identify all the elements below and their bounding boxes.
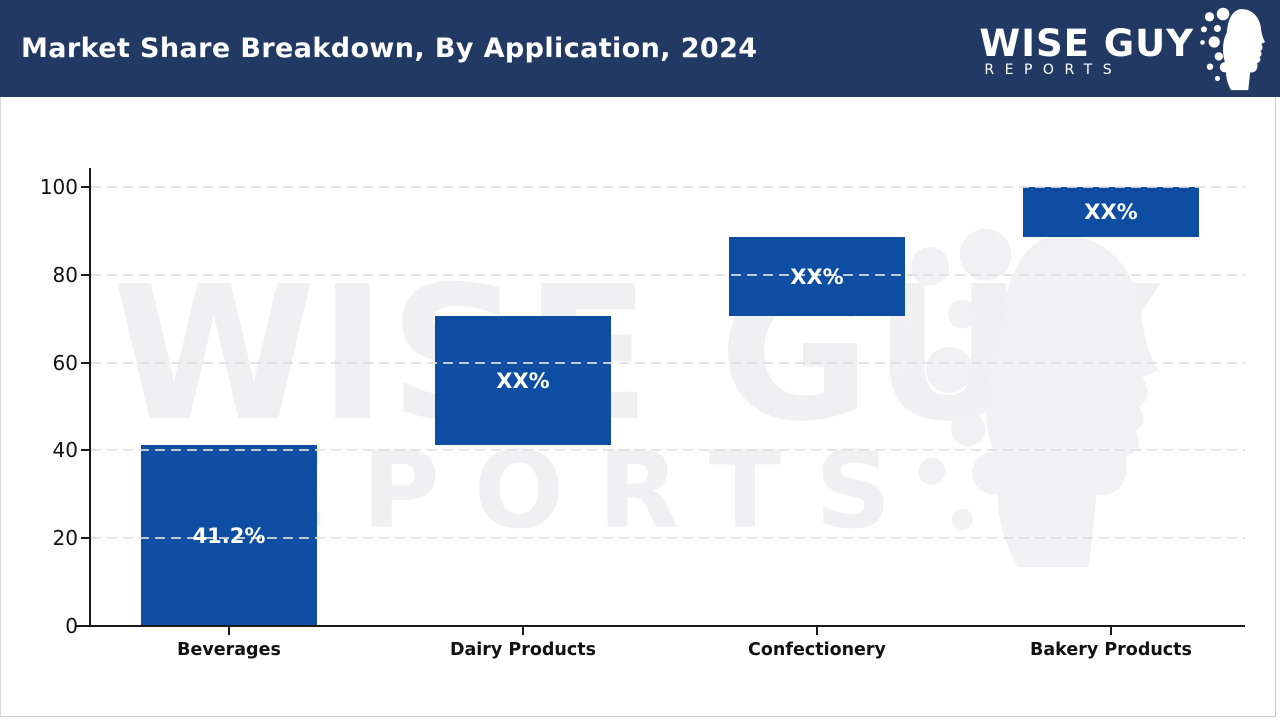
brand-name: WISE GUY: [979, 21, 1194, 65]
bar-confectionery: [729, 237, 905, 317]
gridline-80: [91, 273, 1245, 276]
y-axis-tick: [81, 537, 89, 540]
y-tick-label: 40: [52, 438, 78, 463]
header-bar: Market Share Breakdown, By Application, …: [0, 0, 1280, 97]
y-tick-label: 100: [39, 175, 78, 199]
y-axis-tick: [81, 186, 89, 188]
y-axis-spine: [89, 168, 91, 627]
x-axis-tick: [1110, 627, 1112, 635]
bar-beverages: [141, 445, 317, 626]
brand-head-icon: [1196, 7, 1266, 95]
bar-bakery-products: [1023, 187, 1199, 238]
gridline-40: [91, 449, 1245, 452]
bar-dairy-products: [435, 316, 611, 446]
y-axis-tick: [81, 361, 89, 364]
gridline-100: [91, 186, 1245, 188]
gridline-20: [91, 537, 1245, 540]
x-axis-tick: [816, 627, 818, 635]
y-tick-label: 80: [52, 262, 78, 287]
x-category-label: Beverages: [177, 640, 281, 660]
watermark-text-line1: WISE GUY: [112, 246, 1161, 462]
y-tick-label: 20: [52, 526, 78, 551]
y-axis-tick: [81, 449, 89, 452]
watermark-head-icon: [868, 226, 1168, 575]
brand-logo: WISE GUY REPORTS: [979, 7, 1266, 95]
bar-value-label: 41.2%: [192, 523, 266, 548]
y-tick-label: 60: [52, 350, 78, 375]
x-category-label: Dairy Products: [449, 640, 597, 660]
bar-value-label: XX%: [1084, 200, 1138, 225]
x-category-label: Confectionery: [748, 640, 886, 660]
brand-logo-text: WISE GUY REPORTS: [979, 21, 1194, 79]
bar-value-label: XX%: [790, 264, 844, 289]
brand-subname: REPORTS: [984, 62, 1123, 79]
x-category-label: Bakery Products: [1030, 640, 1192, 660]
gridline-60: [91, 361, 1245, 364]
y-axis-tick: [81, 625, 89, 627]
y-axis-tick: [81, 273, 89, 276]
y-tick-label: 0: [65, 614, 78, 638]
page-title: Market Share Breakdown, By Application, …: [21, 33, 758, 64]
x-axis-tick: [522, 627, 524, 635]
x-axis-tick: [228, 627, 230, 635]
x-axis-line: [75, 625, 1245, 627]
bar-value-label: XX%: [496, 368, 550, 393]
